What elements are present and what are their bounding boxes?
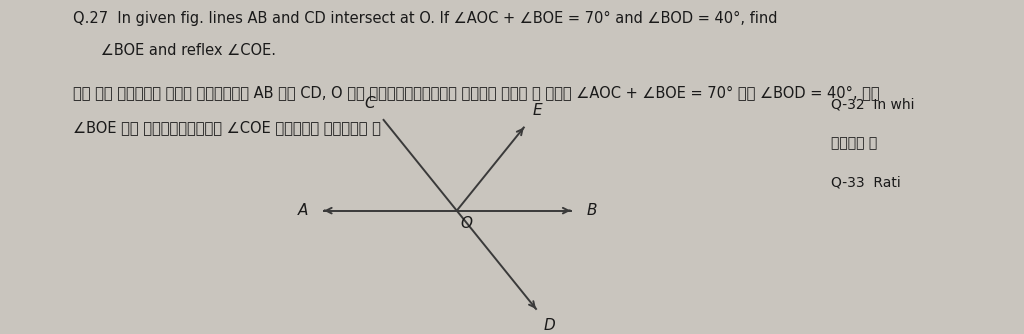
Text: E: E	[532, 103, 542, 118]
Text: Q.27  In given fig. lines AB and CD intersect at O. If ∠AOC + ∠BOE = 70° and ∠BO: Q.27 In given fig. lines AB and CD inter…	[73, 11, 777, 26]
Text: A: A	[298, 203, 308, 218]
Text: ∠BOE और प्रतिवर्त ∠COE ज्ञात कीजिए ।: ∠BOE और प्रतिवर्त ∠COE ज्ञात कीजिए ।	[73, 121, 380, 136]
Text: O: O	[460, 216, 472, 231]
Text: D: D	[544, 318, 555, 333]
Text: B: B	[586, 203, 597, 218]
Text: Q-32  In whi: Q-32 In whi	[831, 98, 915, 112]
Text: Q-33  Rati: Q-33 Rati	[831, 175, 901, 189]
Text: किरन म: किरन म	[831, 137, 878, 151]
Text: ∠BOE and reflex ∠COE.: ∠BOE and reflex ∠COE.	[73, 43, 275, 58]
Text: दी गई आकृति में रेखाएं AB और CD, O पर प्रतिच्छेद करती हैं । यदि ∠AOC + ∠BOE = 70: दी गई आकृति में रेखाएं AB और CD, O पर प्…	[73, 85, 880, 100]
Text: C: C	[365, 96, 376, 111]
